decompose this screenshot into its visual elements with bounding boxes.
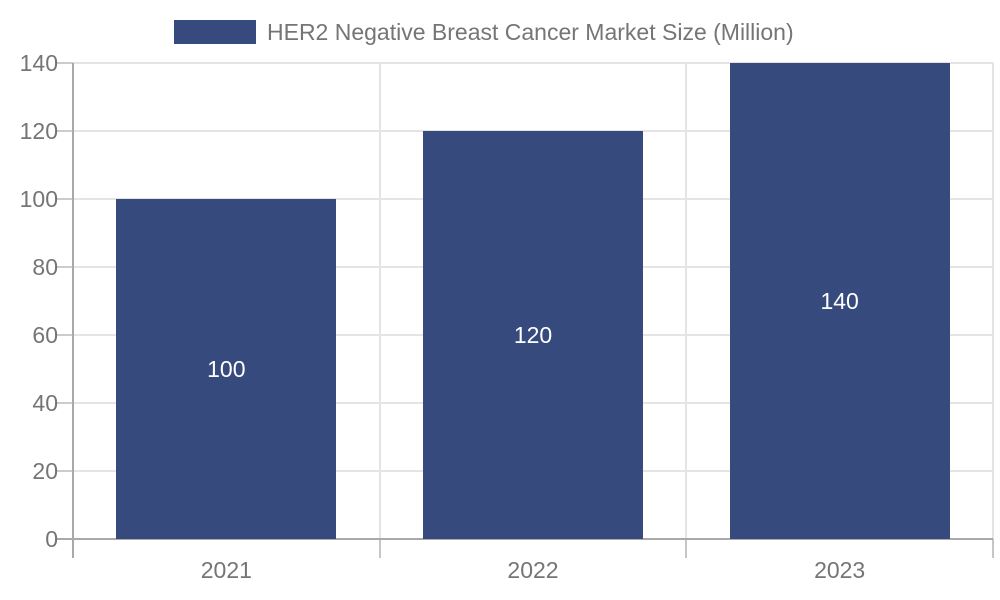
bar-2022: 120: [423, 131, 643, 539]
y-tick-mark: [57, 62, 73, 64]
v-gridline: [992, 63, 994, 539]
y-axis-line: [72, 63, 74, 558]
y-tick-mark: [57, 130, 73, 132]
y-tick-mark: [57, 402, 73, 404]
legend-swatch: [174, 20, 256, 44]
v-gridline: [685, 63, 688, 539]
bar-value-label: 100: [207, 355, 246, 382]
y-tick-label: 100: [19, 186, 58, 212]
legend-label: HER2 Negative Breast Cancer Market Size …: [267, 18, 794, 45]
x-tick-mark: [992, 539, 994, 558]
y-tick-label: 60: [32, 322, 58, 348]
bar-2021: 100: [116, 199, 337, 539]
bar-2023: 140: [729, 63, 950, 539]
chart-legend[interactable]: HER2 Negative Breast Cancer Market Size …: [174, 19, 794, 45]
bar-value-label: 120: [513, 321, 553, 348]
h-gridline: [73, 62, 993, 64]
y-tick-mark: [57, 470, 73, 472]
x-tick-label-2023: 2023: [814, 557, 866, 583]
y-tick-label: 40: [32, 390, 58, 416]
y-tick-label: 0: [45, 526, 58, 552]
x-tick-label-2022: 2022: [507, 557, 559, 583]
y-tick-label: 120: [19, 118, 58, 144]
x-tick-label-2021: 2021: [200, 557, 252, 583]
y-tick-label: 80: [32, 254, 58, 280]
y-tick-mark: [57, 198, 73, 200]
y-tick-label: 20: [32, 458, 58, 484]
x-tick-mark: [378, 539, 381, 558]
bar-value-label: 140: [820, 287, 859, 314]
y-tick-mark: [57, 266, 73, 268]
v-gridline: [378, 63, 381, 539]
x-axis-line: [57, 538, 993, 540]
x-tick-mark: [685, 539, 688, 558]
y-tick-label: 140: [19, 50, 58, 76]
y-tick-mark: [57, 334, 73, 336]
